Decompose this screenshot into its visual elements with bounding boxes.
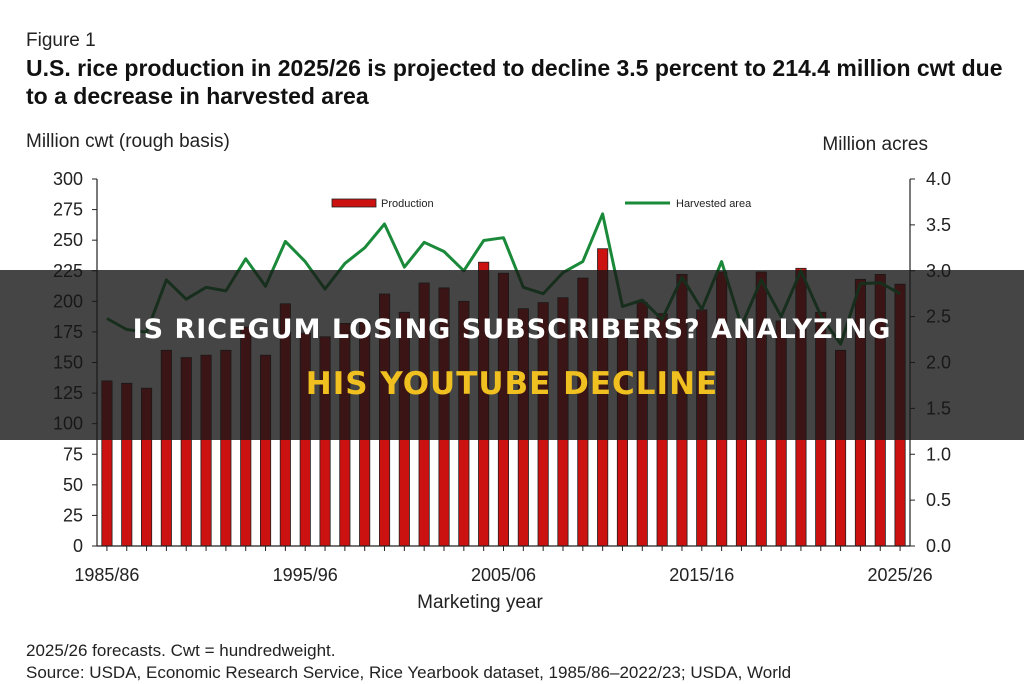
legend-harvested-label: Harvested area [676, 198, 752, 210]
y-left-tick-label: 275 [53, 200, 83, 220]
x-axis-label: Marketing year [417, 592, 543, 613]
x-tick-label: 2005/06 [471, 565, 536, 585]
figure-title: U.S. rice production in 2025/26 is proje… [26, 55, 1003, 109]
y-left-tick-label: 300 [53, 169, 83, 189]
title-overlay-banner: IS RICEGUM LOSING SUBSCRIBERS? ANALYZING… [0, 270, 1024, 440]
y-left-axis-label: Million cwt (rough basis) [26, 131, 230, 152]
y-left-tick-label: 50 [63, 475, 83, 495]
y-right-tick-label: 0.5 [926, 490, 951, 510]
y-left-tick-label: 0 [73, 536, 83, 556]
x-tick-label: 1995/96 [273, 565, 338, 585]
overlay-headline-line-1: IS RICEGUM LOSING SUBSCRIBERS? ANALYZING [132, 314, 892, 345]
note-source: Source: USDA, Economic Research Service,… [26, 663, 792, 682]
y-right-tick-label: 1.0 [926, 444, 951, 464]
x-tick-label: 2015/16 [669, 565, 734, 585]
y-right-tick-label: 3.5 [926, 215, 951, 235]
y-right-tick-label: 0.0 [926, 536, 951, 556]
legend-production-label: Production [381, 198, 434, 210]
legend-production-swatch [331, 198, 377, 208]
figure-notes: 2025/26 forecasts. Cwt = hundredweight. … [26, 640, 1016, 684]
y-left-tick-label: 25 [63, 505, 83, 525]
x-tick-label: 1985/86 [74, 565, 139, 585]
note-forecast: 2025/26 forecasts. Cwt = hundredweight. [26, 641, 336, 660]
y-right-axis-label: Million acres [822, 134, 928, 155]
x-tick-label: 2025/26 [868, 565, 933, 585]
y-left-tick-label: 75 [63, 444, 83, 464]
overlay-headline-line-2: HIS YOUTUBE DECLINE [305, 366, 719, 402]
y-left-tick-label: 250 [53, 230, 83, 250]
y-right-tick-label: 4.0 [926, 169, 951, 189]
figure-label: Figure 1 [26, 30, 96, 51]
